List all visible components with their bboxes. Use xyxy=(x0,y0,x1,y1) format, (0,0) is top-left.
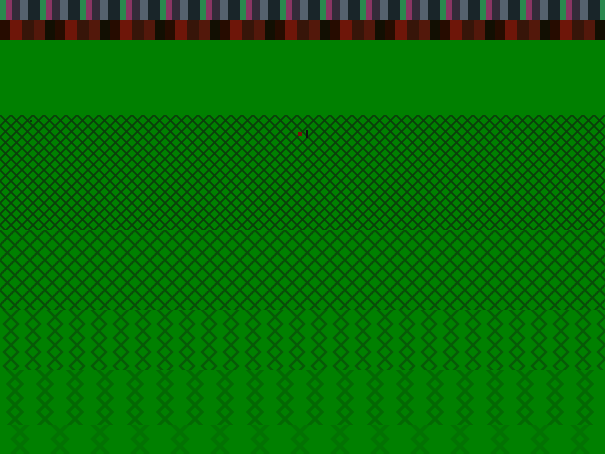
glitch-noise-row-upper xyxy=(0,0,605,20)
faint-pixel-speck xyxy=(30,120,32,122)
glitch-noise-row-lower xyxy=(0,20,605,40)
grass-texture-sparse xyxy=(0,425,605,454)
corrupted-screenshot-root xyxy=(0,0,605,454)
stray-artifact-marker xyxy=(298,132,308,140)
green-field-area xyxy=(0,40,605,454)
grass-texture-medium-high xyxy=(0,230,605,310)
grass-texture-medium xyxy=(0,310,605,370)
stray-marker-line xyxy=(306,130,308,138)
grass-texture-light xyxy=(0,370,605,425)
stray-marker-dot xyxy=(298,132,302,136)
glitch-noise-band xyxy=(0,0,605,40)
